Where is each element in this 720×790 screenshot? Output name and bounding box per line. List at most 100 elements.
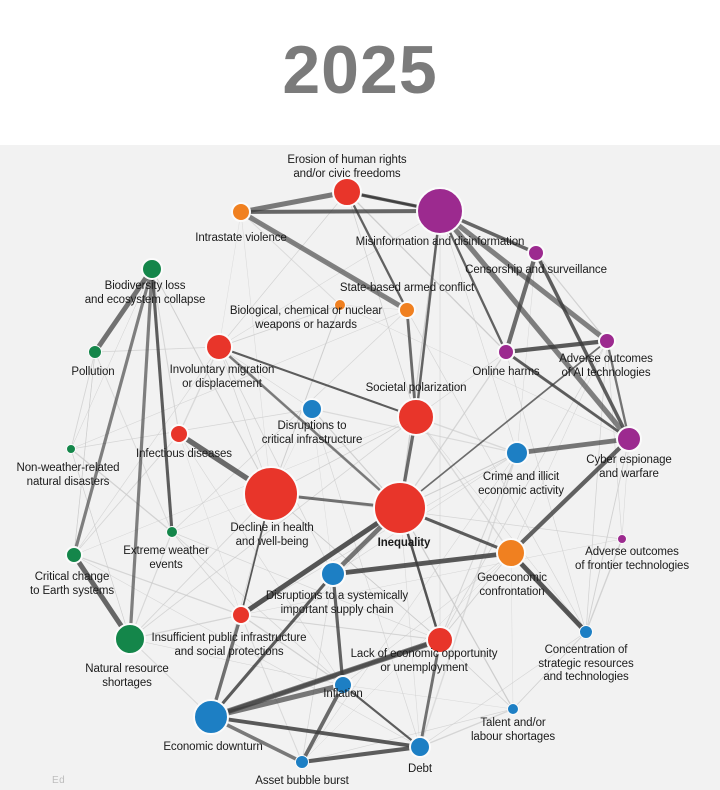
risk-node-label-inflation[interactable]: Inflation	[323, 688, 363, 700]
risk-node-lackecon[interactable]	[426, 626, 454, 654]
risk-node-infectious[interactable]	[169, 424, 189, 444]
network-edge	[218, 304, 341, 348]
network-edge	[399, 340, 608, 509]
risk-node-talent[interactable]	[507, 703, 519, 715]
risk-node-debt[interactable]	[409, 736, 431, 758]
network-edge	[585, 438, 630, 633]
risk-node-label-erosion[interactable]: Erosion of human rights and/or civic fre…	[287, 154, 407, 180]
risk-node-label-adversefrontier[interactable]: Adverse outcomes of frontier technologie…	[575, 546, 689, 572]
risk-node-societal_pol[interactable]	[397, 398, 435, 436]
risk-node-label-criticalchange[interactable]: Critical change to Earth systems	[29, 571, 115, 597]
network-edge	[151, 268, 180, 435]
network-edge	[300, 684, 345, 763]
risk-node-inequality[interactable]	[373, 481, 427, 535]
risk-node-label-onlineharms[interactable]: Online harms	[472, 366, 540, 378]
risk-node-adverseai[interactable]	[598, 332, 616, 350]
risk-node-biodiversity[interactable]	[141, 258, 163, 280]
risk-node-disrupt_ci[interactable]	[301, 398, 323, 420]
network-edge	[301, 708, 514, 763]
risk-node-involuntary[interactable]	[205, 333, 233, 361]
risk-node-label-intrastate[interactable]: Intrastate violence	[195, 232, 287, 244]
risk-node-natres[interactable]	[114, 623, 146, 655]
risk-node-decline[interactable]	[243, 466, 299, 522]
risk-node-label-biodiversity[interactable]: Biodiversity loss and ecosystem collapse	[84, 280, 206, 306]
risk-node-label-decline[interactable]: Decline in health and well-being	[230, 522, 314, 548]
risk-node-extremeweather[interactable]	[166, 526, 178, 538]
risk-node-misinfo[interactable]	[416, 187, 464, 235]
risk-node-label-censorship[interactable]: Censorship and surveillance	[465, 264, 607, 276]
network-edge	[311, 408, 421, 748]
network-edge	[415, 416, 587, 633]
network-edge	[415, 416, 512, 554]
risk-node-label-assetbubble[interactable]: Asset bubble burst	[255, 775, 349, 787]
risk-node-concentration[interactable]	[579, 625, 593, 639]
network-edge	[210, 637, 441, 720]
risk-node-label-bionuclear[interactable]: Biological, chemical or nuclear weapons …	[229, 305, 383, 331]
risk-node-label-pollution[interactable]: Pollution	[71, 366, 115, 378]
network-edge	[399, 507, 514, 710]
risk-node-label-societal_pol[interactable]: Societal polarization	[365, 382, 467, 394]
risk-node-nonweather[interactable]	[66, 444, 76, 454]
risk-node-label-involuntary[interactable]: Involuntary migration or displacement	[169, 364, 275, 390]
risk-node-bionuclear[interactable]	[334, 299, 346, 311]
network-edge	[171, 309, 408, 533]
risk-node-disrupt_sc[interactable]	[320, 561, 346, 587]
network-edge	[439, 552, 512, 641]
network-edge	[70, 448, 173, 533]
network-edge	[240, 614, 441, 641]
network-edge	[510, 552, 514, 710]
risk-node-label-natres[interactable]: Natural resource shortages	[85, 663, 169, 689]
risk-node-label-insufficient[interactable]: Insufficient public infrastructure and s…	[151, 632, 307, 658]
risk-node-statebased[interactable]	[398, 301, 416, 319]
risk-node-econdown[interactable]	[193, 699, 229, 735]
risk-node-label-statebased[interactable]: State-based armed conflict	[339, 282, 475, 294]
network-edge	[240, 452, 518, 616]
risk-node-pollution[interactable]	[88, 345, 102, 359]
risk-node-label-debt[interactable]: Debt	[408, 763, 432, 775]
network-edge	[419, 708, 514, 748]
risk-node-criticalchange[interactable]	[65, 546, 83, 564]
network-edge	[585, 340, 608, 633]
network-edge	[239, 505, 402, 618]
network-edge	[73, 554, 242, 616]
risk-node-label-adverseai[interactable]: Adverse outcomes of AI technologies	[559, 353, 653, 379]
risk-node-label-crime[interactable]: Crime and illicit economic activity	[478, 471, 564, 497]
network-edge	[505, 338, 608, 355]
strong-edge-group	[71, 189, 632, 765]
risk-node-label-econdown[interactable]: Economic downturn	[163, 741, 263, 753]
risk-node-label-misinfo[interactable]: Misinformation and disinformation	[355, 236, 525, 248]
risk-node-inflation[interactable]	[333, 675, 353, 695]
risk-node-assetbubble[interactable]	[295, 755, 309, 769]
network-edge	[240, 614, 303, 763]
risk-node-erosion[interactable]	[332, 177, 362, 207]
risk-node-geoecon[interactable]	[496, 538, 526, 568]
risk-node-onlineharms[interactable]	[497, 343, 515, 361]
risk-node-label-talent[interactable]: Talent and/or labour shortages	[470, 717, 556, 743]
risk-node-label-cyber[interactable]: Cyber espionage and warfare	[586, 454, 672, 480]
network-nodes: Erosion of human rights and/or civic fre…	[0, 145, 720, 790]
network-edge	[439, 639, 514, 710]
risk-node-insufficient[interactable]	[231, 605, 251, 625]
network-edge	[399, 351, 507, 509]
risk-node-label-inequality[interactable]: Inequality	[377, 537, 431, 549]
risk-node-adversefrontier[interactable]	[617, 534, 627, 544]
risk-node-label-disrupt_ci[interactable]: Disruptions to critical infrastructure	[261, 420, 363, 446]
network-edge	[311, 408, 334, 575]
risk-node-label-infectious[interactable]: Infectious diseases	[136, 448, 232, 460]
risk-node-intrastate[interactable]	[231, 202, 251, 222]
network-edge	[94, 351, 173, 533]
risk-node-cyber[interactable]	[616, 426, 642, 452]
risk-node-label-extremeweather[interactable]: Extreme weather events	[123, 545, 209, 571]
risk-node-censorship[interactable]	[527, 244, 545, 262]
risk-node-label-concentration[interactable]: Concentration of strategic resources and…	[538, 644, 634, 683]
network-edge	[150, 268, 174, 533]
network-edge	[129, 493, 272, 640]
risk-node-label-lackecon[interactable]: Lack of economic opportunity or unemploy…	[350, 648, 498, 674]
network-edge	[301, 552, 512, 763]
risk-node-label-disrupt_sc[interactable]: Disruptions to a systemically important …	[265, 590, 409, 616]
network-edge	[70, 448, 131, 640]
risk-node-label-nonweather[interactable]: Non-weather-related natural disasters	[16, 462, 120, 488]
risk-node-label-geoecon[interactable]: Geoeconomic confrontation	[477, 572, 547, 598]
risk-node-crime[interactable]	[505, 441, 529, 465]
network-edge	[512, 631, 587, 710]
